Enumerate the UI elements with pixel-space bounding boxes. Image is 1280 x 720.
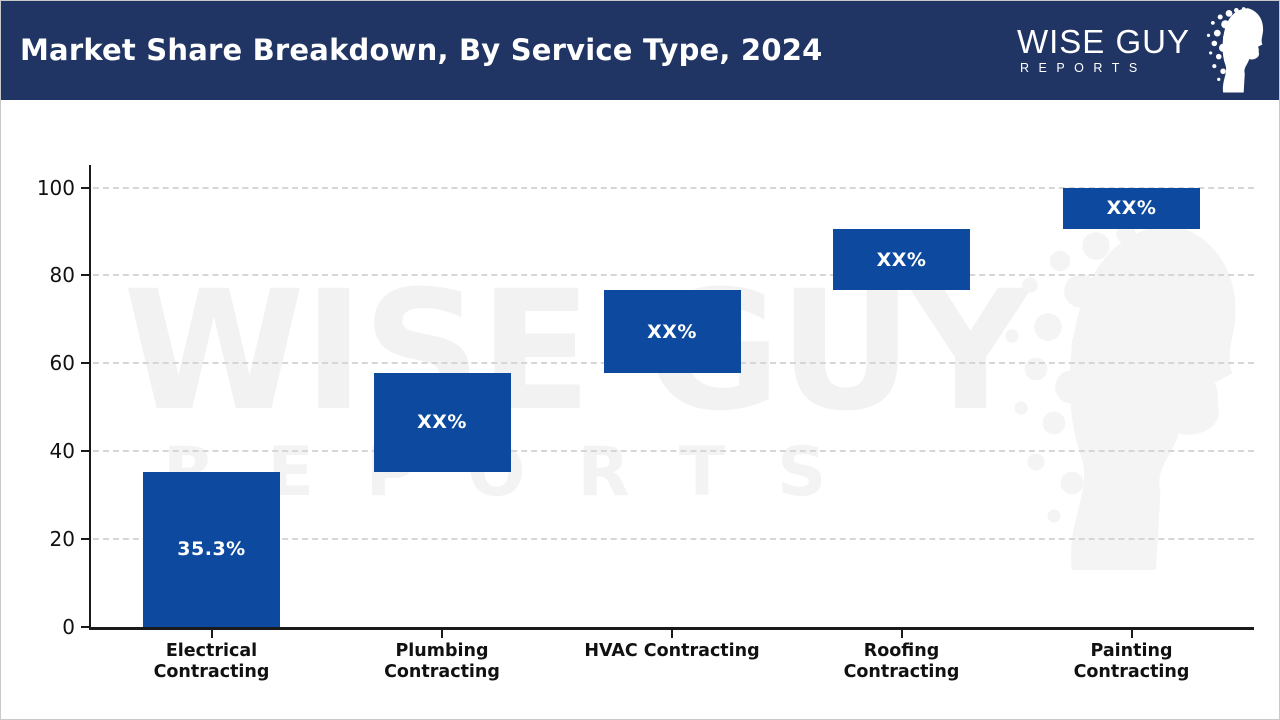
y-tick — [81, 450, 89, 453]
x-category-line: Contracting — [153, 662, 270, 682]
y-tick — [81, 626, 89, 628]
x-category-line: Painting — [1090, 641, 1173, 661]
x-category-label: HVAC Contracting — [557, 641, 787, 662]
x-axis-line — [89, 627, 1254, 630]
y-tick-label: 80 — [49, 263, 75, 288]
bar: XX% — [373, 372, 511, 472]
y-tick-label: 60 — [49, 351, 75, 376]
logo-text: WISE GUY REPORTS — [1017, 25, 1190, 75]
x-tick — [671, 630, 673, 638]
x-tick — [900, 630, 903, 638]
x-category-line: Electrical — [165, 641, 258, 661]
gridline — [93, 538, 1254, 541]
watermark-face-icon — [946, 181, 1246, 611]
x-category-line: Contracting — [384, 662, 500, 682]
x-category-line: Contracting — [843, 662, 960, 682]
y-tick — [81, 186, 89, 189]
bar-value-label: XX% — [1106, 197, 1157, 220]
y-tick-label: 20 — [49, 527, 75, 552]
y-tick-label: 0 — [62, 615, 75, 639]
y-tick — [81, 538, 89, 541]
y-axis-line — [89, 165, 91, 630]
bar-value-label: XX% — [417, 411, 467, 434]
x-tick — [210, 630, 213, 638]
x-category-label: Electrical Contracting — [97, 641, 327, 683]
bar: XX% — [833, 229, 970, 291]
x-tick — [441, 630, 443, 638]
bar-value-label: XX% — [647, 320, 697, 343]
y-tick-label: 100 — [36, 175, 75, 200]
x-category-label: Plumbing Contracting — [327, 641, 557, 683]
y-tick-label: 40 — [49, 439, 75, 464]
x-category-line: Plumbing — [395, 641, 489, 661]
y-tick — [81, 362, 89, 365]
x-category-label: Painting Contracting — [1017, 641, 1247, 683]
bar: XX% — [1063, 187, 1200, 230]
x-category-label: Roofing Contracting — [787, 641, 1017, 683]
bar: 35.3% — [143, 471, 280, 627]
logo-wordmark: WISE GUY — [1016, 23, 1190, 61]
logo-subtext: REPORTS — [1019, 61, 1147, 76]
logo-face-icon — [1192, 6, 1266, 94]
bar: XX% — [603, 290, 741, 373]
x-category-line: Roofing — [863, 641, 940, 661]
x-category-line: Contracting — [1073, 662, 1190, 682]
gridline — [93, 274, 1254, 277]
y-tick — [81, 274, 89, 277]
bar-value-label: 35.3% — [177, 538, 246, 561]
x-category-line: HVAC Contracting — [584, 641, 760, 661]
gridline — [93, 186, 1254, 189]
x-tick — [1130, 630, 1133, 638]
header-bar: Market Share Breakdown, By Service Type,… — [1, 1, 1279, 100]
page-title: Market Share Breakdown, By Service Type,… — [20, 33, 823, 67]
bar-value-label: XX% — [876, 248, 927, 271]
gridline — [93, 450, 1254, 453]
watermark-wordmark: WISE GUY — [123, 255, 1030, 447]
wiseguy-logo: WISE GUY REPORTS — [1017, 6, 1266, 94]
